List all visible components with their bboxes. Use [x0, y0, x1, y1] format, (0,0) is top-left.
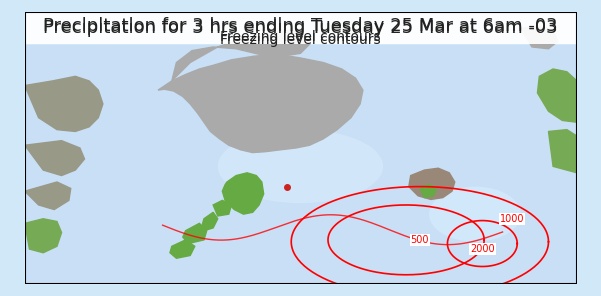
Polygon shape — [25, 76, 103, 131]
Text: 2000: 2000 — [470, 244, 495, 254]
Ellipse shape — [429, 186, 521, 242]
Bar — [25, 45, 577, 284]
Text: Precipitation for 3 hrs ending Tuesday 25 Mar at 6am -03: Precipitation for 3 hrs ending Tuesday 2… — [43, 19, 558, 37]
Polygon shape — [521, 26, 558, 49]
Polygon shape — [409, 168, 455, 200]
Text: Freezing level contours: Freezing level contours — [220, 30, 381, 44]
Polygon shape — [537, 69, 577, 122]
Text: 500: 500 — [410, 235, 429, 245]
Polygon shape — [213, 200, 231, 216]
Polygon shape — [183, 223, 207, 244]
Ellipse shape — [218, 130, 383, 203]
Polygon shape — [25, 219, 61, 253]
Polygon shape — [25, 182, 71, 210]
Bar — [25, 11, 577, 44]
Polygon shape — [202, 212, 218, 231]
Text: Freezing level contours: Freezing level contours — [220, 33, 381, 47]
Polygon shape — [158, 54, 363, 153]
Polygon shape — [420, 185, 436, 198]
Polygon shape — [549, 130, 577, 173]
Text: 1000: 1000 — [499, 214, 524, 224]
Polygon shape — [170, 240, 195, 258]
Polygon shape — [172, 30, 310, 81]
Text: Precipitation for 3 hrs ending Tuesday 25 Mar at 6am -03: Precipitation for 3 hrs ending Tuesday 2… — [43, 17, 558, 35]
Polygon shape — [25, 141, 85, 176]
Polygon shape — [222, 173, 264, 214]
